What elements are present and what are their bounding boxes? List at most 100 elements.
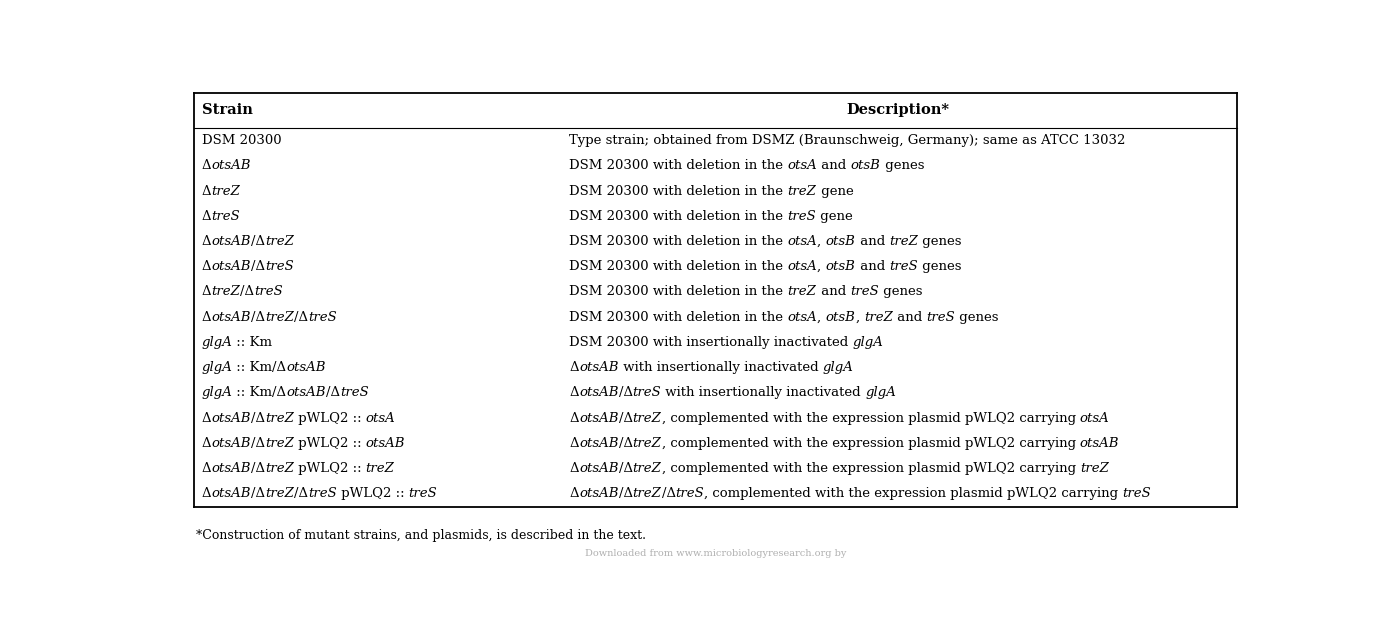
Text: treS: treS [307,311,336,324]
Text: otsB: otsB [826,235,856,248]
Text: Δ: Δ [201,411,211,425]
Text: genes: genes [955,311,998,324]
Text: Δ: Δ [201,235,211,248]
Text: otsB: otsB [826,311,856,324]
Text: otsA: otsA [366,411,395,425]
Text: treZ: treZ [265,235,293,248]
Text: treS: treS [850,286,878,298]
Text: and: and [817,286,850,298]
Text: Δ: Δ [201,462,211,475]
Text: DSM 20300: DSM 20300 [201,134,281,147]
Text: treZ: treZ [632,487,662,501]
Text: treZ: treZ [265,487,293,501]
Text: otsAB: otsAB [579,437,618,450]
Text: otsA: otsA [787,260,818,273]
Text: Type strain; obtained from DSMZ (Braunschweig, Germany); same as ATCC 13032: Type strain; obtained from DSMZ (Braunsc… [570,134,1125,147]
Text: Δ: Δ [201,311,211,324]
Text: otsAB: otsAB [211,235,251,248]
Text: Δ: Δ [570,362,579,374]
Text: otsAB: otsAB [286,386,327,399]
Text: /Δ: /Δ [618,411,632,425]
Text: Δ: Δ [570,386,579,399]
Text: pWLQ2 ::: pWLQ2 :: [336,487,409,501]
Text: otsAB: otsAB [211,311,251,324]
Text: otsA: otsA [787,159,818,173]
Text: Downloaded from www.microbiologyresearch.org by: Downloaded from www.microbiologyresearch… [585,549,846,558]
Text: treZ: treZ [632,462,662,475]
Text: Δ: Δ [570,437,579,450]
Text: otsAB: otsAB [366,437,405,450]
Text: treZ: treZ [265,437,293,450]
Text: treZ: treZ [632,411,662,425]
Text: /Δ: /Δ [251,260,265,273]
Text: *Construction of mutant strains, and plasmids, is described in the text.: *Construction of mutant strains, and pla… [195,529,646,542]
Text: Δ: Δ [570,487,579,501]
Text: otsAB: otsAB [579,487,618,501]
Text: treS: treS [265,260,293,273]
Text: otsAB: otsAB [579,386,618,399]
Text: glgA: glgA [853,336,884,349]
Text: DSM 20300 with insertionally inactivated: DSM 20300 with insertionally inactivated [570,336,853,349]
Text: /Δ: /Δ [618,487,632,501]
Text: /Δ: /Δ [618,386,632,399]
Text: :: Km/Δ: :: Km/Δ [232,362,286,374]
Text: /Δ: /Δ [251,311,265,324]
Text: pWLQ2 ::: pWLQ2 :: [293,437,366,450]
Text: /Δ: /Δ [327,386,341,399]
Text: treS: treS [889,260,919,273]
Text: otsAB: otsAB [1081,437,1120,450]
Text: Δ: Δ [201,210,211,222]
Text: genes: genes [878,286,923,298]
Text: glgA: glgA [201,362,232,374]
Text: treZ: treZ [211,185,240,198]
Text: treZ: treZ [265,311,293,324]
Text: otsA: otsA [1081,411,1110,425]
Text: treS: treS [254,286,283,298]
Text: /Δ: /Δ [662,487,676,501]
Text: glgA: glgA [201,336,232,349]
Text: DSM 20300 with deletion in the: DSM 20300 with deletion in the [570,311,787,324]
Text: ,: , [818,260,826,273]
Text: treZ: treZ [366,462,395,475]
Text: /Δ: /Δ [251,487,265,501]
Text: otsAB: otsAB [211,159,251,173]
Text: Δ: Δ [201,159,211,173]
Text: Δ: Δ [201,286,211,298]
Text: treZ: treZ [1081,462,1108,475]
Text: otsB: otsB [852,159,881,173]
Text: DSM 20300 with deletion in the: DSM 20300 with deletion in the [570,235,787,248]
Text: otsAB: otsAB [211,487,251,501]
Text: /Δ: /Δ [618,462,632,475]
Text: glgA: glgA [866,386,896,399]
Text: treS: treS [676,487,705,501]
Text: otsAB: otsAB [579,362,618,374]
Text: gene: gene [817,210,853,222]
Text: and: and [893,311,927,324]
Text: :: Km/Δ: :: Km/Δ [232,386,286,399]
Text: /Δ: /Δ [240,286,254,298]
Text: Δ: Δ [570,411,579,425]
Text: DSM 20300 with deletion in the: DSM 20300 with deletion in the [570,260,787,273]
Text: treZ: treZ [864,311,893,324]
Text: and: and [818,159,852,173]
Text: , complemented with the expression plasmid pWLQ2 carrying: , complemented with the expression plasm… [662,411,1081,425]
Text: pWLQ2 ::: pWLQ2 :: [293,462,366,475]
Text: Strain: Strain [201,104,253,118]
Text: otsAB: otsAB [579,411,618,425]
Text: treZ: treZ [787,286,817,298]
Text: Δ: Δ [201,185,211,198]
Text: treS: treS [1122,487,1152,501]
Text: /Δ: /Δ [251,462,265,475]
Text: treZ: treZ [889,235,919,248]
Text: treZ: treZ [787,185,817,198]
Text: otsAB: otsAB [579,462,618,475]
Text: glgA: glgA [201,386,232,399]
Text: treZ: treZ [265,411,293,425]
Text: DSM 20300 with deletion in the: DSM 20300 with deletion in the [570,286,787,298]
Text: , complemented with the expression plasmid pWLQ2 carrying: , complemented with the expression plasm… [662,437,1081,450]
Text: treZ: treZ [211,286,240,298]
Text: otsA: otsA [787,235,818,248]
Text: otsB: otsB [826,260,856,273]
Text: :: Km: :: Km [232,336,272,349]
Text: /Δ: /Δ [251,235,265,248]
